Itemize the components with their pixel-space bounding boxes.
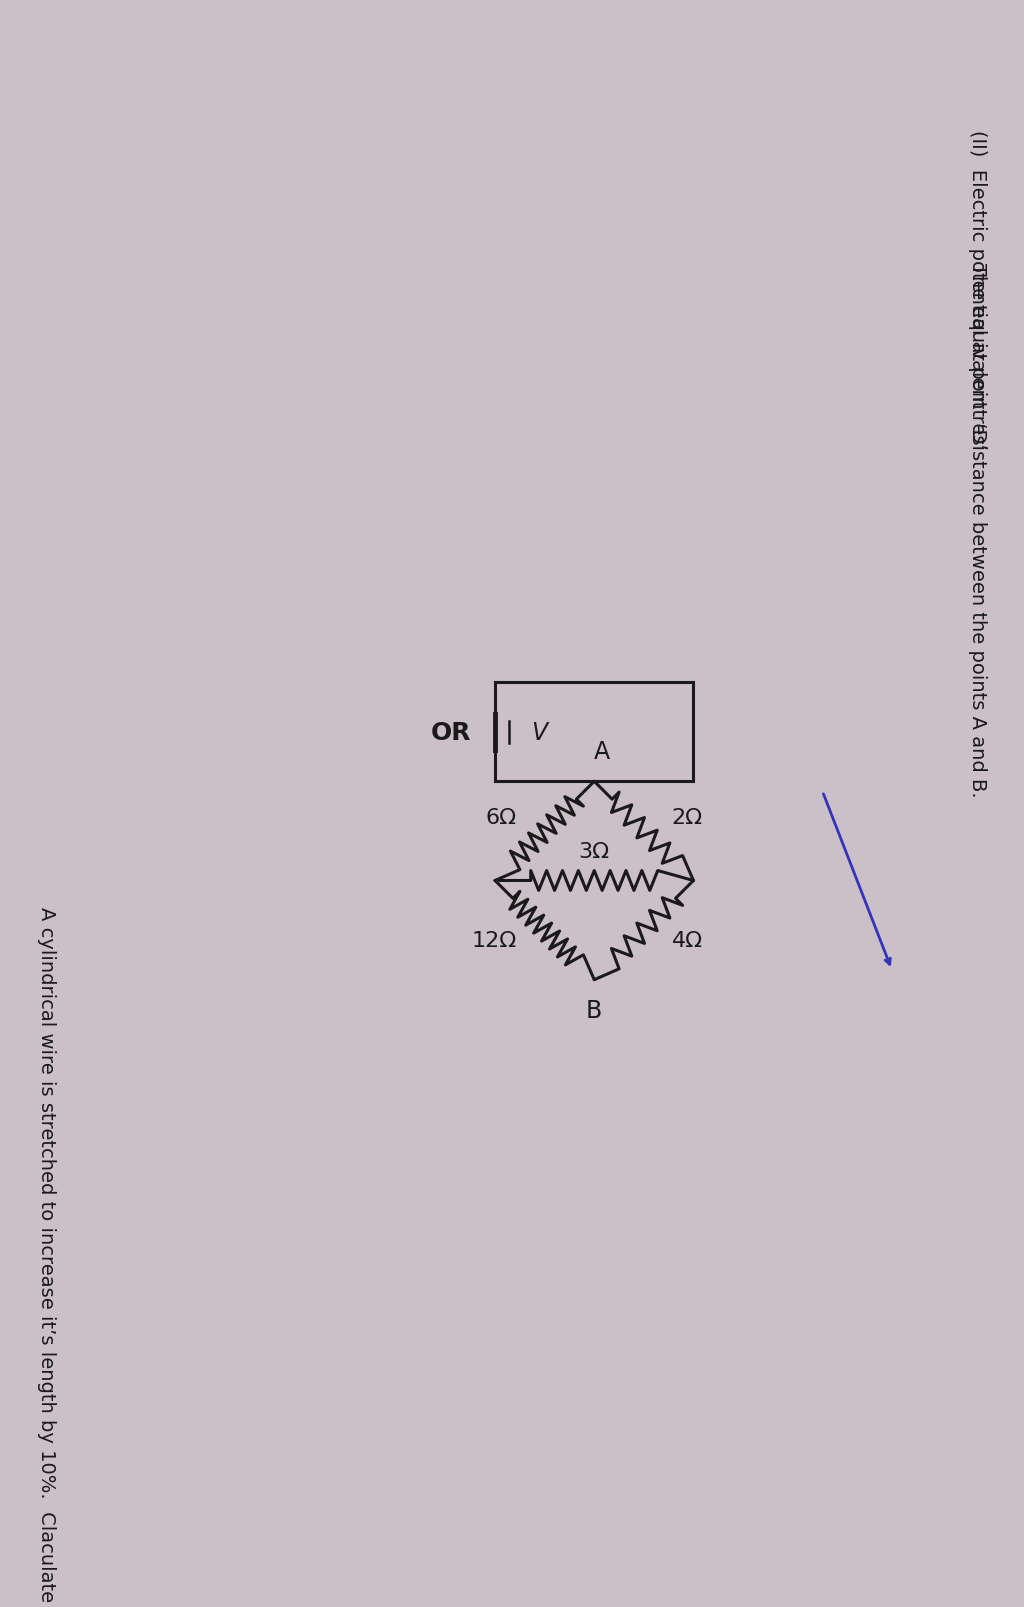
Text: 3Ω: 3Ω xyxy=(579,840,610,861)
Text: A: A xyxy=(594,739,610,763)
Text: 6Ω: 6Ω xyxy=(485,807,517,828)
Text: A cylindrical wire is stretched to increase it’s length by 10%.  Claculate: A cylindrical wire is stretched to incre… xyxy=(37,906,55,1601)
Text: 12Ω: 12Ω xyxy=(472,930,517,950)
Text: (II)  Electric potential at point ‘D’: (II) Electric potential at point ‘D’ xyxy=(969,130,987,448)
Text: 4Ω: 4Ω xyxy=(672,930,702,950)
Text: V: V xyxy=(530,720,547,744)
Text: 2Ω: 2Ω xyxy=(672,807,702,828)
Text: B: B xyxy=(586,998,602,1022)
Text: OR: OR xyxy=(431,720,472,744)
Text: The equivalent resistance between the points A and B.: The equivalent resistance between the po… xyxy=(969,264,987,797)
